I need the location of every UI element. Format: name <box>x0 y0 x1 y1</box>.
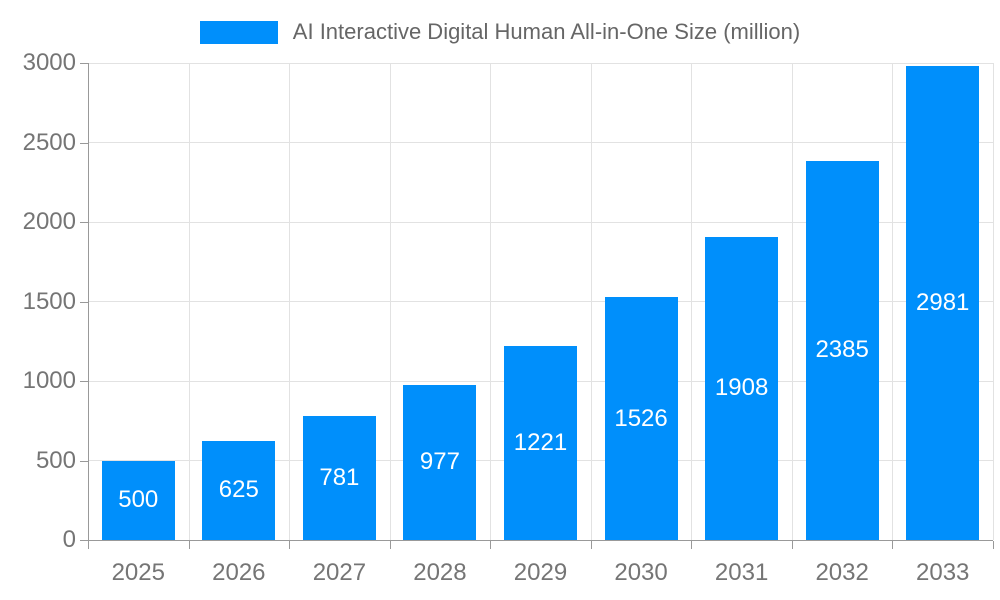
y-axis-label: 1000 <box>22 367 76 394</box>
gridline-vertical <box>389 63 391 540</box>
bar-value-label: 1221 <box>513 428 568 456</box>
bar-2029: 1221 <box>504 345 577 540</box>
bar-2026: 625 <box>202 440 276 540</box>
gridline-vertical <box>791 63 793 540</box>
chart-legend[interactable]: AI Interactive Digital Human All-in-One … <box>0 19 1000 45</box>
gridline-horizontal <box>88 301 993 302</box>
bar-2032: 2385 <box>805 160 879 540</box>
y-axis-tick <box>80 301 88 303</box>
x-axis-tick <box>289 541 291 549</box>
y-axis-label: 1500 <box>22 287 76 315</box>
legend-swatch-icon <box>199 20 278 44</box>
legend-label: AI Interactive Digital Human All-in-One … <box>292 19 801 44</box>
x-axis-tick <box>490 541 492 549</box>
x-axis-tick <box>791 541 793 549</box>
bar-value-label: 977 <box>419 448 460 476</box>
x-axis-label: 2032 <box>815 559 869 586</box>
x-axis-label: 2033 <box>916 559 970 586</box>
y-axis-tick <box>80 540 88 541</box>
y-axis-label: 3000 <box>22 49 76 76</box>
y-axis-tick <box>80 460 88 462</box>
y-axis-tick <box>80 381 88 382</box>
x-axis-tick <box>88 541 89 549</box>
gridline-vertical <box>993 63 994 540</box>
x-axis-tick <box>590 541 592 549</box>
y-axis-label: 0 <box>62 526 76 553</box>
x-axis-tick <box>993 541 994 549</box>
bar-value-label: 2981 <box>916 289 970 316</box>
bar-2028: 977 <box>403 384 477 540</box>
y-axis-label: 500 <box>35 446 76 474</box>
x-axis-label: 2030 <box>614 559 668 586</box>
gridline-vertical <box>490 63 492 540</box>
gridline-vertical <box>892 63 894 540</box>
gridline-vertical <box>289 63 291 540</box>
y-axis-tick <box>80 63 88 64</box>
x-axis-label: 2027 <box>312 559 367 586</box>
bar-2025: 500 <box>101 460 175 540</box>
x-axis-tick <box>691 541 693 549</box>
x-axis-label: 2028 <box>413 559 467 586</box>
bar-value-label: 1908 <box>714 374 769 402</box>
gridline-horizontal <box>88 62 993 64</box>
gridline-vertical <box>188 63 190 540</box>
gridline-horizontal <box>88 142 993 143</box>
x-axis-label: 2029 <box>513 559 568 586</box>
x-axis-label: 2025 <box>111 559 165 586</box>
bar-value-label: 625 <box>218 476 259 504</box>
bar-value-label: 2385 <box>815 336 869 364</box>
x-axis-tick <box>188 541 190 549</box>
x-axis-label: 2031 <box>714 559 769 586</box>
gridline-horizontal <box>88 221 993 223</box>
bar-2030: 1526 <box>604 297 678 540</box>
y-axis-tick <box>80 222 88 223</box>
bar-2033: 2981 <box>906 66 980 540</box>
bar-2031: 1908 <box>705 236 779 540</box>
bar-value-label: 500 <box>118 486 159 514</box>
bar-value-label: 1526 <box>614 404 668 432</box>
y-axis-line <box>88 63 89 540</box>
x-axis-tick <box>389 541 391 549</box>
gridline-vertical <box>590 63 592 540</box>
x-axis-tick <box>892 541 894 549</box>
bar-2027: 781 <box>302 415 376 540</box>
gridline-vertical <box>691 63 693 540</box>
y-axis-label: 2500 <box>22 128 76 156</box>
x-axis-label: 2026 <box>212 559 266 586</box>
bar-value-label: 781 <box>319 463 360 491</box>
y-axis-label: 2000 <box>22 208 76 235</box>
x-axis-line <box>88 540 993 541</box>
y-axis-tick <box>80 142 88 144</box>
